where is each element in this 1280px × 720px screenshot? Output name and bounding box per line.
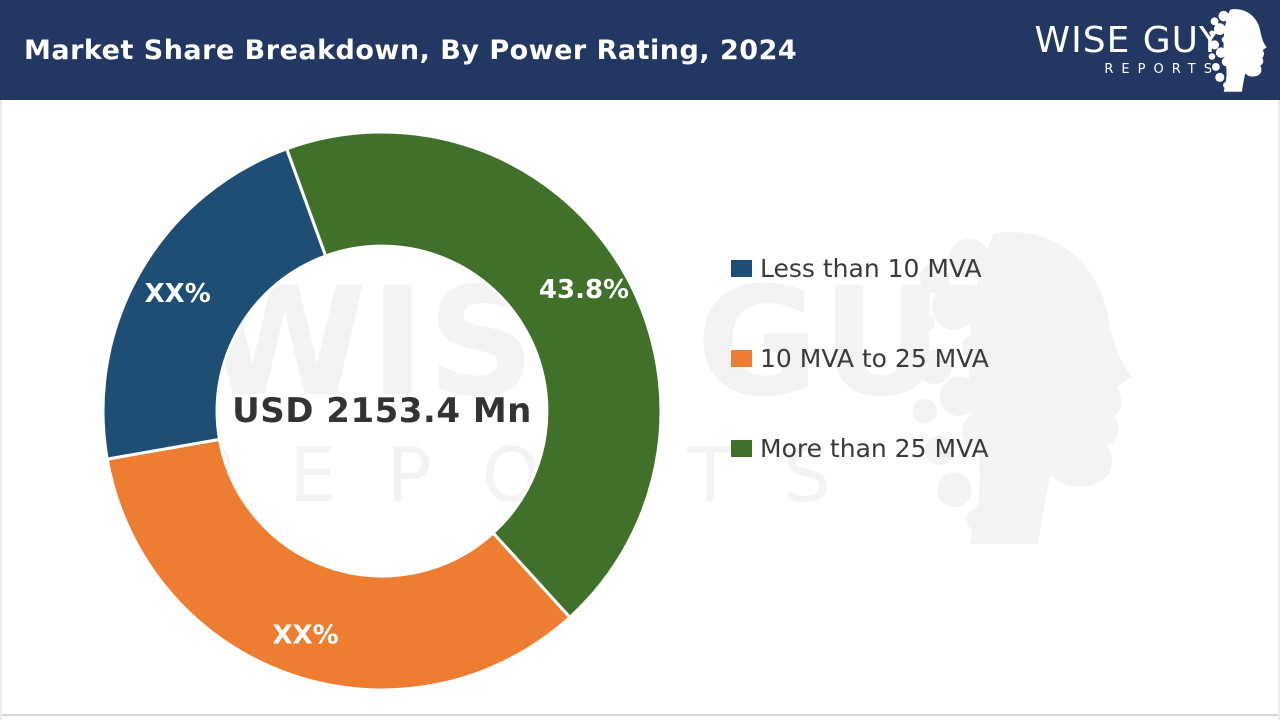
bottom-divider bbox=[2, 714, 1278, 716]
logo-text: WISE GUY REPORTS bbox=[1034, 20, 1223, 78]
donut-chart: 43.8% XX% XX% bbox=[101, 130, 663, 692]
logo-subtitle: REPORTS bbox=[1104, 62, 1220, 77]
legend: Less than 10 MVA 10 MVA to 25 MVA More t… bbox=[731, 253, 989, 525]
legend-label: 10 MVA to 25 MVA bbox=[760, 343, 989, 373]
donut-segment-10-mva-to-25-mva bbox=[105, 437, 572, 692]
legend-swatch-blue bbox=[731, 259, 752, 277]
header-bar: Market Share Breakdown, By Power Rating,… bbox=[0, 0, 1280, 100]
legend-item-10-to-25-mva: 10 MVA to 25 MVA bbox=[731, 343, 989, 373]
page-title: Market Share Breakdown, By Power Rating,… bbox=[24, 34, 798, 66]
segment-pct-label: 43.8% bbox=[539, 275, 629, 305]
wise-guy-logo: WISE GUY REPORTS bbox=[1035, 7, 1280, 93]
legend-label: Less than 10 MVA bbox=[760, 253, 982, 283]
donut-segment-more-than-25-mva bbox=[285, 130, 663, 619]
chart-center-value: USD 2153.4 Mn bbox=[232, 391, 532, 431]
legend-swatch-orange bbox=[731, 349, 752, 367]
chart-area: WISE GUY REPORTS 43.8%XX%XX% USD 2153.4 … bbox=[0, 100, 1280, 720]
legend-label: More than 25 MVA bbox=[760, 433, 989, 463]
donut-segment-less-than-10-mva bbox=[101, 147, 328, 461]
logo-wordmark: WISE GUY bbox=[1034, 20, 1222, 61]
legend-item-more-than-25-mva: More than 25 MVA bbox=[731, 433, 989, 463]
legend-swatch-green bbox=[731, 439, 752, 457]
legend-item-less-than-10-mva: Less than 10 MVA bbox=[731, 253, 989, 283]
segment-pct-label: XX% bbox=[273, 620, 339, 650]
segment-pct-label: XX% bbox=[145, 279, 211, 309]
